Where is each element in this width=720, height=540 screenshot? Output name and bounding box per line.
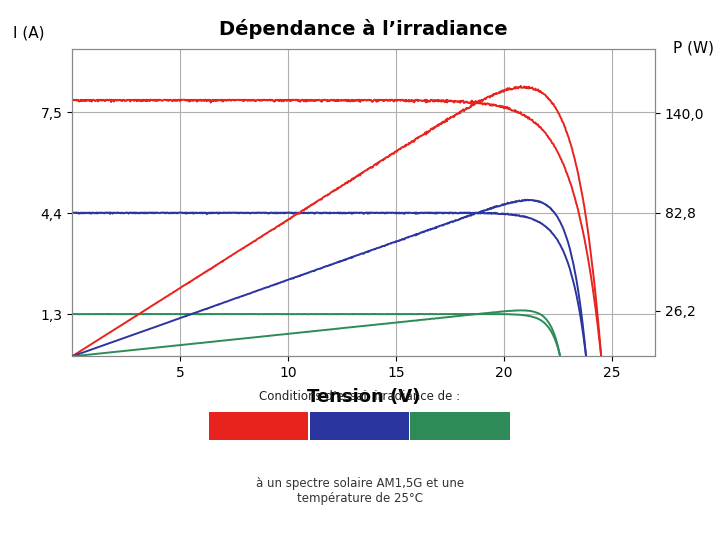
Text: Conditions d’essai, irradiance de :: Conditions d’essai, irradiance de :: [259, 390, 461, 403]
Text: à un spectre solaire AM1,5G et une
température de 25°C: à un spectre solaire AM1,5G et une tempé…: [256, 477, 464, 505]
Text: 600W/m²: 600W/m²: [328, 420, 391, 433]
X-axis label: Tension (V): Tension (V): [307, 388, 420, 407]
Text: 1000W/m²: 1000W/m²: [222, 420, 294, 433]
Y-axis label: I (A): I (A): [12, 26, 44, 41]
Text: 200W/m²: 200W/m²: [428, 420, 492, 433]
Title: Dépendance à l’irradiance: Dépendance à l’irradiance: [220, 19, 508, 39]
Y-axis label: P (W): P (W): [672, 41, 714, 56]
